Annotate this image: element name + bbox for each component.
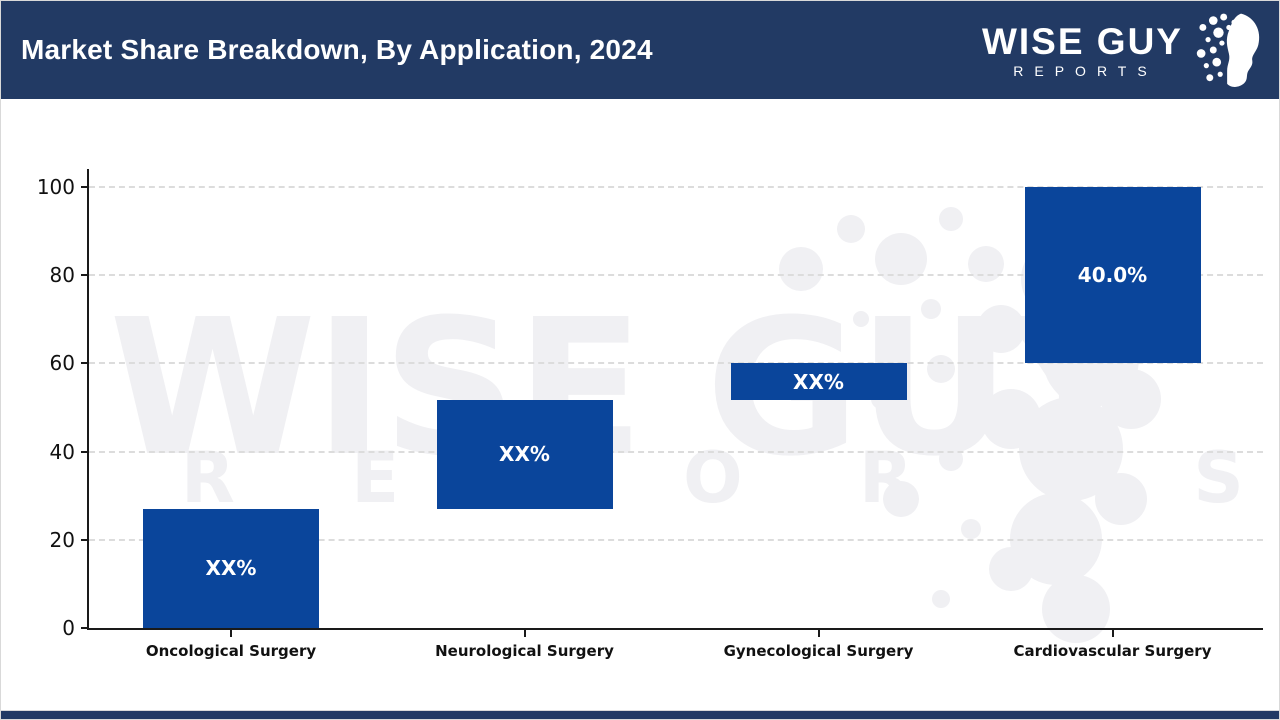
y-axis-tick (81, 450, 89, 453)
gridline (89, 186, 1263, 188)
x-axis-tick (1111, 630, 1114, 637)
x-axis-spine (87, 628, 1263, 630)
brand-logo: WISE GUY REPORTS (982, 8, 1267, 92)
footer-bar (1, 710, 1279, 719)
y-axis-tick-label: 20 (49, 527, 75, 552)
logo-subtitle: REPORTS (1013, 62, 1158, 79)
x-axis-category-label: Oncological Surgery (145, 642, 317, 660)
bar-value-label: XX% (499, 442, 550, 467)
x-axis-tick (817, 630, 820, 637)
bar-oncological-surgery: XX% (143, 508, 319, 628)
y-axis-tick (81, 274, 89, 277)
y-axis-spine (87, 169, 89, 630)
gridline (89, 450, 1263, 453)
bar-value-label: XX% (793, 369, 844, 394)
header-bar: Market Share Breakdown, By Application, … (1, 1, 1279, 99)
watermark-subtitle: R E P O R T S (181, 437, 1280, 519)
y-axis-tick (81, 627, 89, 629)
logo-wordmark: WISE GUY (981, 20, 1183, 62)
gridline (89, 274, 1263, 277)
x-axis-tick (523, 630, 526, 637)
y-axis-tick-label: 100 (36, 175, 75, 199)
x-axis-category-label: Gynecological Surgery (723, 642, 914, 660)
bar-value-label: XX% (205, 556, 257, 581)
y-axis-tick (81, 538, 89, 541)
watermark-wordmark: WISE GUY (109, 279, 1145, 498)
bar-neurological-surgery: XX% (436, 400, 613, 509)
bar-value-label: 40.0% (1077, 263, 1148, 288)
chart-title: Market Share Breakdown, By Application, … (21, 34, 653, 65)
x-axis-tick (230, 630, 232, 637)
y-axis-tick-label: 80 (49, 263, 75, 288)
y-axis-tick (81, 362, 89, 365)
y-axis-tick-label: 0 (62, 616, 75, 640)
chart-area: WISE GUY R E P O R T S 0 20 40 60 80 100 XX% On… (1, 99, 1280, 713)
bar-gynecological-surgery: XX% (730, 363, 907, 400)
x-axis-category-label: Cardiovascular Surgery (1013, 642, 1212, 660)
brand-logo-text: WISE GUY REPORTS (982, 23, 1183, 78)
bar-cardiovascular-surgery: 40.0% (1024, 187, 1201, 364)
y-axis-tick-label: 40 (49, 439, 75, 464)
y-axis-tick-label: 60 (49, 351, 75, 376)
gridline (89, 362, 1263, 365)
gridline (89, 538, 1263, 541)
x-axis-category-label: Neurological Surgery (435, 642, 614, 660)
logo-head-icon (1196, 13, 1260, 87)
y-axis-tick (81, 186, 89, 188)
